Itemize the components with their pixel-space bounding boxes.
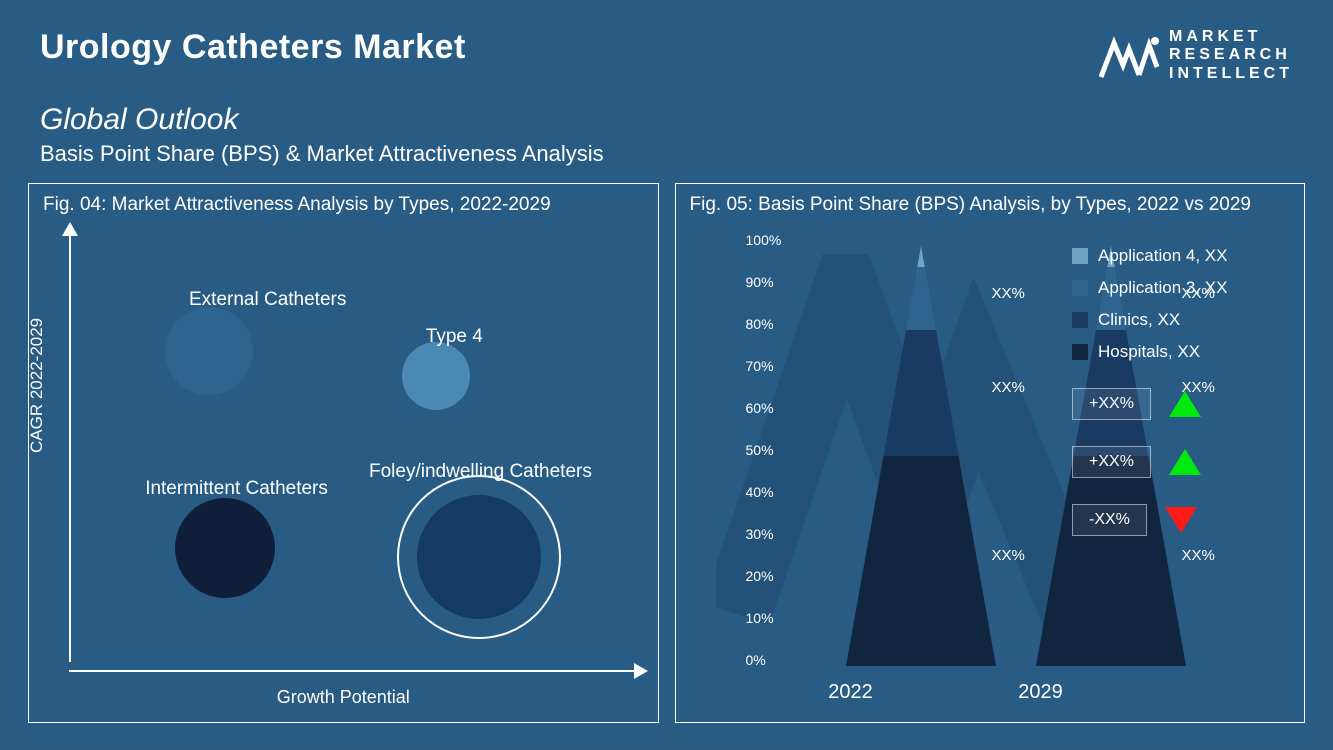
cone-value-label: XX% <box>992 379 1025 396</box>
y-tick: 10% <box>746 610 774 626</box>
panel-bps-title: Fig. 05: Basis Point Share (BPS) Analysi… <box>676 184 1305 222</box>
legend: Application 4, XX Application 3, XX Clinic… <box>1072 246 1282 536</box>
change-indicator: +XX% <box>1072 446 1282 478</box>
legend-label: Hospitals, XX <box>1098 342 1200 362</box>
cone-value-label: XX% <box>992 285 1025 302</box>
x-axis-label: Growth Potential <box>277 687 410 708</box>
cone <box>846 246 996 666</box>
bubble <box>175 498 275 598</box>
cone-x-label: 2029 <box>1018 681 1063 704</box>
page-title: Urology Catheters Market <box>40 28 466 67</box>
bubble-label: Intermittent Catheters <box>145 478 328 500</box>
legend-label: Clinics, XX <box>1098 310 1180 330</box>
y-tick: 0% <box>746 652 766 668</box>
triangle-down-icon <box>1165 507 1197 533</box>
cone-segment <box>883 330 958 456</box>
bubble-plot-area: External Catheters Type 4 Intermittent Cat… <box>101 230 642 674</box>
legend-item: Clinics, XX <box>1072 310 1282 330</box>
panel-attractiveness-title: Fig. 04: Market Attractiveness Analysis … <box>29 184 658 222</box>
y-tick: 30% <box>746 526 774 542</box>
legend-item: Hospitals, XX <box>1072 342 1282 362</box>
legend-swatch <box>1072 344 1088 360</box>
triangle-up-icon <box>1169 449 1201 475</box>
cone-value-label: XX% <box>1182 547 1215 564</box>
y-tick: 90% <box>746 274 774 290</box>
y-tick: 50% <box>746 442 774 458</box>
logo-icon <box>1099 31 1159 81</box>
legend-item: Application 4, XX <box>1072 246 1282 266</box>
y-tick: 40% <box>746 484 774 500</box>
legend-item: Application 3, XX <box>1072 278 1282 298</box>
subheader: Global Outlook Basis Point Share (BPS) &… <box>0 93 1333 171</box>
cone-x-label: 2022 <box>828 681 873 704</box>
panel-attractiveness: Fig. 04: Market Attractiveness Analysis … <box>28 183 659 723</box>
y-axis <box>69 234 71 662</box>
change-indicator: -XX% <box>1072 504 1282 536</box>
bubble-label: Foley/indwelling Catheters <box>369 461 592 483</box>
panels-row: Fig. 04: Market Attractiveness Analysis … <box>0 171 1333 747</box>
logo-text: MARKET RESEARCH INTELLECT <box>1169 28 1293 83</box>
y-tick: 70% <box>746 358 774 374</box>
change-badge: +XX% <box>1072 446 1151 478</box>
y-tick: 20% <box>746 568 774 584</box>
legend-swatch <box>1072 280 1088 296</box>
cone-segment <box>906 267 936 330</box>
bubble <box>417 495 541 619</box>
panel-bps: Fig. 05: Basis Point Share (BPS) Analysi… <box>675 183 1306 723</box>
legend-swatch <box>1072 248 1088 264</box>
change-badge: +XX% <box>1072 388 1151 420</box>
change-indicator: +XX% <box>1072 388 1282 420</box>
legend-label: Application 4, XX <box>1098 246 1227 266</box>
change-badge: -XX% <box>1072 504 1147 536</box>
brand-logo: MARKET RESEARCH INTELLECT <box>1099 28 1293 83</box>
y-tick: 60% <box>746 400 774 416</box>
cone-segment <box>846 456 996 666</box>
triangle-up-icon <box>1169 391 1201 417</box>
y-axis-label: CAGR 2022-2029 <box>27 318 47 453</box>
bubble-label: Type 4 <box>426 326 483 348</box>
y-tick: 80% <box>746 316 774 332</box>
outlook-heading: Global Outlook <box>40 103 1293 137</box>
bubble <box>402 342 470 410</box>
y-tick: 100% <box>746 232 782 248</box>
cone-value-label: XX% <box>992 547 1025 564</box>
cone-segment <box>917 246 925 267</box>
header: Urology Catheters Market MARKET RESEARCH… <box>0 0 1333 93</box>
legend-label: Application 3, XX <box>1098 278 1227 298</box>
outlook-desc: Basis Point Share (BPS) & Market Attract… <box>40 141 1293 167</box>
bubble <box>165 307 253 395</box>
legend-swatch <box>1072 312 1088 328</box>
bubble-label: External Catheters <box>189 289 346 311</box>
